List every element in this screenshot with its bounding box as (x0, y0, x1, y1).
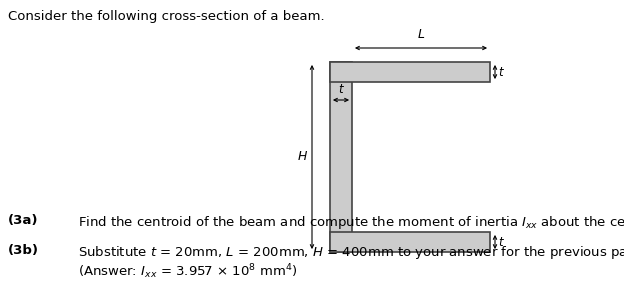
Text: L: L (417, 28, 424, 41)
Text: (3b): (3b) (8, 244, 39, 257)
Text: Find the centroid of the beam and compute the moment of inertia $I_{xx}$ about t: Find the centroid of the beam and comput… (78, 214, 624, 231)
Text: (Answer: $I_{xx}$ = 3.957 × 10$^8$ mm$^4$): (Answer: $I_{xx}$ = 3.957 × 10$^8$ mm$^4… (78, 262, 298, 281)
Text: t: t (339, 83, 343, 96)
Bar (330, 62, 352, 252)
Text: Consider the following cross-section of a beam.: Consider the following cross-section of … (8, 10, 324, 23)
Bar (330, 232, 490, 252)
Text: t: t (498, 236, 502, 249)
Text: H: H (298, 150, 307, 163)
Bar (330, 62, 490, 82)
Text: Substitute $t$ = 20mm, $L$ = 200mm, $H$ = 400mm to your answer for the previous : Substitute $t$ = 20mm, $L$ = 200mm, $H$ … (78, 244, 624, 261)
Text: t: t (498, 66, 502, 79)
Text: (3a): (3a) (8, 214, 39, 227)
